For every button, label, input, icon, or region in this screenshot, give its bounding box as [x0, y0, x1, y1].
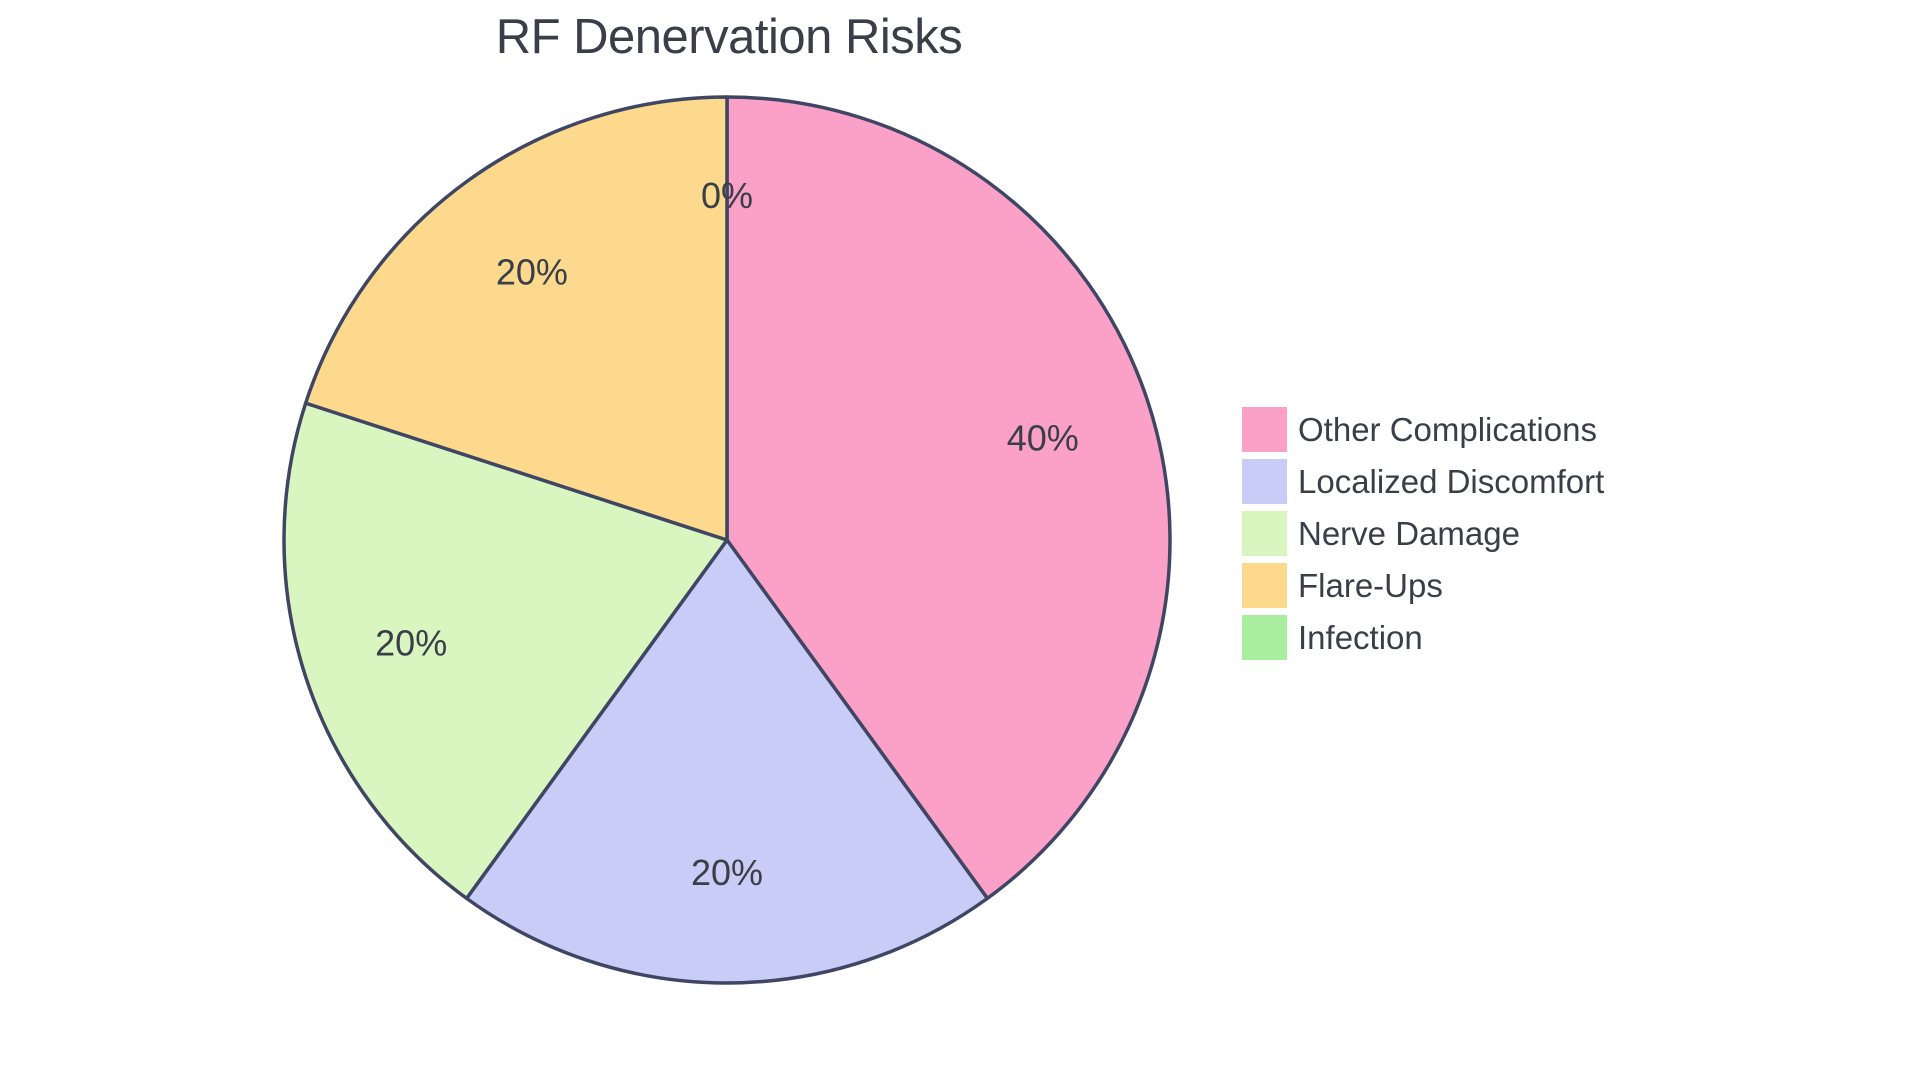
- legend-label: Infection: [1298, 618, 1423, 656]
- pie-slice-other-complications[interactable]: [725, 95, 1172, 901]
- legend-swatch-icon: [1242, 459, 1287, 504]
- legend-swatch-icon: [1242, 615, 1287, 660]
- legend-item-infection[interactable]: Infection: [1242, 615, 1604, 660]
- slice-percent-label-infection: 0%: [701, 175, 753, 216]
- legend-swatch-icon: [1242, 511, 1287, 556]
- legend-item-localized-discomfort[interactable]: Localized Discomfort: [1242, 459, 1604, 504]
- legend-label: Localized Discomfort: [1298, 462, 1605, 500]
- legend-swatch-icon: [1242, 407, 1287, 452]
- pie-slice-flare-ups[interactable]: [303, 95, 729, 542]
- legend: Other Complications Localized Discomfort…: [1242, 407, 1604, 660]
- slice-percent-label-localized-discomfort: 20%: [691, 852, 763, 893]
- chart-title: RF Denervation Risks: [495, 10, 963, 64]
- legend-label: Flare-Ups: [1298, 566, 1443, 604]
- slice-percent-label-flare-ups: 20%: [496, 251, 568, 292]
- slice-percent-label-nerve-damage: 20%: [375, 623, 447, 664]
- pie-slice-nerve-damage[interactable]: [282, 401, 729, 901]
- legend-item-flare-ups[interactable]: Flare-Ups: [1242, 563, 1604, 608]
- legend-label: Other Complications: [1298, 410, 1597, 448]
- legend-swatch-icon: [1242, 563, 1287, 608]
- legend-label: Nerve Damage: [1298, 514, 1520, 552]
- slice-percent-label-other-complications: 40%: [1007, 417, 1079, 458]
- legend-item-nerve-damage[interactable]: Nerve Damage: [1242, 511, 1604, 556]
- legend-item-other-complications[interactable]: Other Complications: [1242, 407, 1604, 452]
- pie-slice-localized-discomfort[interactable]: [464, 538, 990, 985]
